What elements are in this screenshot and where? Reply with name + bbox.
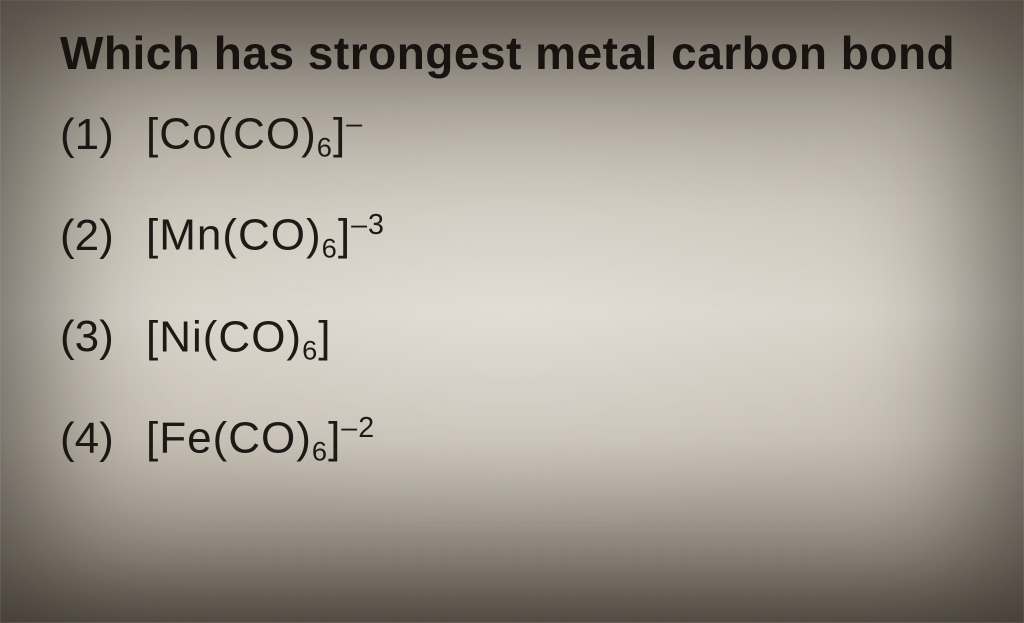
option-4-number: (4) <box>60 414 128 464</box>
option-2-sup: –3 <box>351 209 385 241</box>
option-2-sub: 6 <box>322 233 338 264</box>
option-1-formula: [Co(CO)6]– <box>146 108 363 163</box>
option-1-sub: 6 <box>317 131 333 162</box>
option-4: (4) [Fe(CO)6]–2 <box>60 412 984 467</box>
option-3-sub: 6 <box>302 334 318 365</box>
option-4-sub: 6 <box>312 435 328 466</box>
option-1-prefix: [Co(CO) <box>146 110 317 159</box>
option-4-formula: [Fe(CO)6]–2 <box>146 412 375 467</box>
option-3: (3) [Ni(CO)6] <box>60 311 984 366</box>
question-text: Which has strongest metal carbon bond <box>60 26 984 80</box>
option-3-formula: [Ni(CO)6] <box>146 311 332 366</box>
option-4-suffix: ] <box>328 414 341 463</box>
option-1: (1) [Co(CO)6]– <box>60 108 984 163</box>
option-2-prefix: [Mn(CO) <box>146 211 322 260</box>
option-1-sup: – <box>346 108 363 140</box>
option-2-suffix: ] <box>338 211 351 260</box>
option-4-prefix: [Fe(CO) <box>146 414 312 463</box>
option-2: (2) [Mn(CO)6]–3 <box>60 209 984 264</box>
option-3-suffix: ] <box>318 312 331 361</box>
question-block: Which has strongest metal carbon bond (1… <box>0 0 1024 487</box>
option-3-prefix: [Ni(CO) <box>146 312 302 361</box>
option-1-suffix: ] <box>333 110 346 159</box>
option-4-sup: –2 <box>341 412 375 444</box>
option-1-number: (1) <box>60 110 128 160</box>
option-3-number: (3) <box>60 312 128 362</box>
option-2-formula: [Mn(CO)6]–3 <box>146 209 385 264</box>
options-list: (1) [Co(CO)6]– (2) [Mn(CO)6]–3 (3) [Ni(C… <box>60 108 984 467</box>
option-2-number: (2) <box>60 211 128 261</box>
